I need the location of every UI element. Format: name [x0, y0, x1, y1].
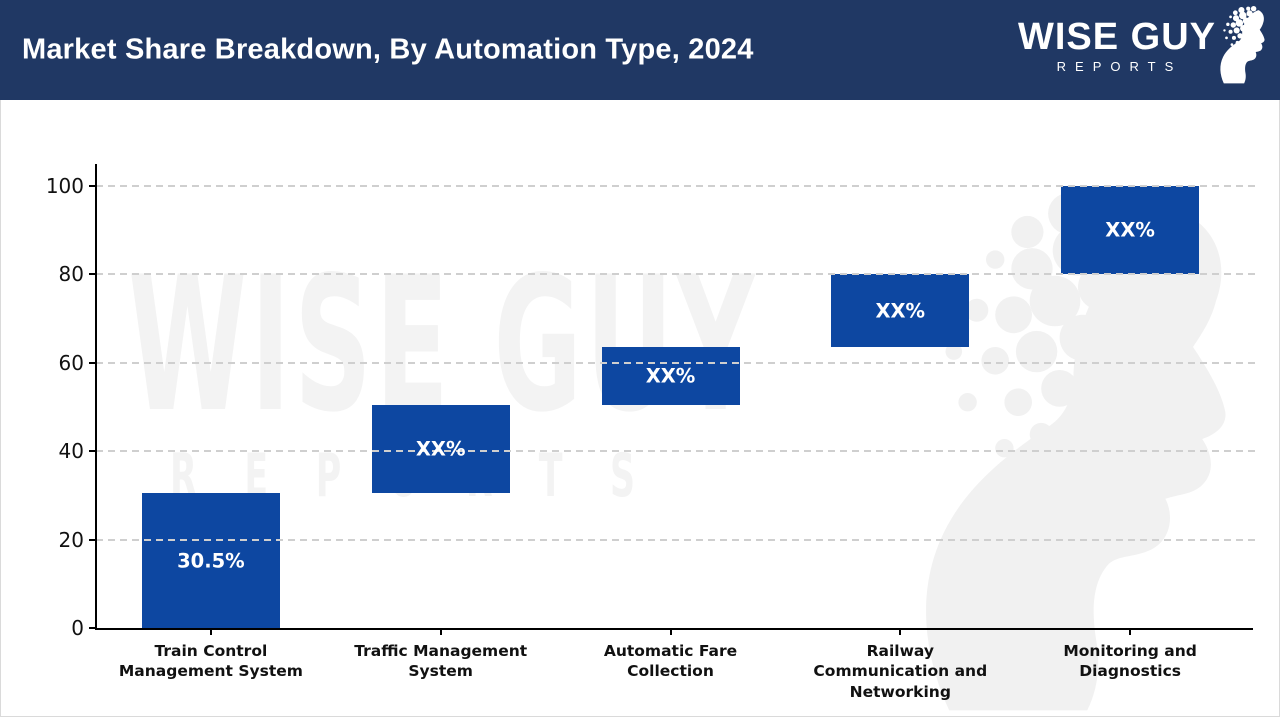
category-label: Automatic Fare Collection	[603, 642, 738, 681]
bar-value-label: XX%	[645, 364, 696, 388]
head-profile-icon	[1220, 6, 1265, 84]
brand-logo-text: WISE GUY REPORTS	[1018, 16, 1216, 75]
x-tick-mark	[1129, 628, 1132, 635]
page-title: Market Share Breakdown, By Automation Ty…	[22, 33, 754, 66]
y-tick-label: 80	[58, 262, 84, 287]
gridline	[96, 450, 1255, 453]
x-tick-mark	[209, 628, 212, 635]
bar-segment	[1061, 186, 1200, 275]
gridline	[96, 273, 1255, 276]
brand-subtitle: REPORTS	[1056, 59, 1183, 75]
category-label: Train Control Management System	[118, 642, 303, 681]
category-label: Traffic Management System	[354, 642, 528, 681]
y-tick-label: 40	[58, 439, 84, 464]
gridline	[96, 361, 1255, 364]
gridline	[96, 538, 1255, 541]
bar-value-label: 30.5%	[177, 549, 245, 573]
y-tick-mark	[89, 273, 96, 276]
brand-name: WISE GUY	[1017, 15, 1216, 58]
header-bar: Market Share Breakdown, By Automation Ty…	[0, 0, 1280, 100]
y-tick-label: 20	[58, 527, 84, 552]
y-tick-mark	[89, 361, 96, 364]
y-tick-label: 100	[45, 174, 84, 198]
y-tick-label: 60	[58, 350, 84, 375]
brand-logo: WISE GUY REPORTS	[1018, 6, 1270, 84]
y-axis-line	[95, 164, 97, 630]
y-tick-mark	[89, 538, 96, 541]
x-axis-line	[95, 628, 1253, 630]
category-label: Railway Communication and Networking	[813, 642, 988, 701]
gridline	[96, 185, 1255, 187]
bar-segment	[601, 347, 740, 405]
y-tick-mark	[89, 450, 96, 453]
x-tick-mark	[439, 628, 442, 635]
x-tick-mark	[899, 628, 902, 635]
y-tick-mark	[89, 627, 96, 629]
y-tick-mark	[89, 185, 96, 187]
bar-value-label: XX%	[1105, 218, 1155, 242]
bar-segment	[371, 404, 510, 494]
bar-segment	[141, 493, 280, 628]
bar-value-label: XX%	[875, 299, 926, 323]
bar-value-label: XX%	[415, 437, 466, 461]
category-label: Monitoring and Diagnostics	[1063, 642, 1197, 681]
y-tick-label: 0	[71, 616, 84, 640]
bar-segment	[831, 274, 970, 348]
x-tick-mark	[669, 628, 672, 635]
